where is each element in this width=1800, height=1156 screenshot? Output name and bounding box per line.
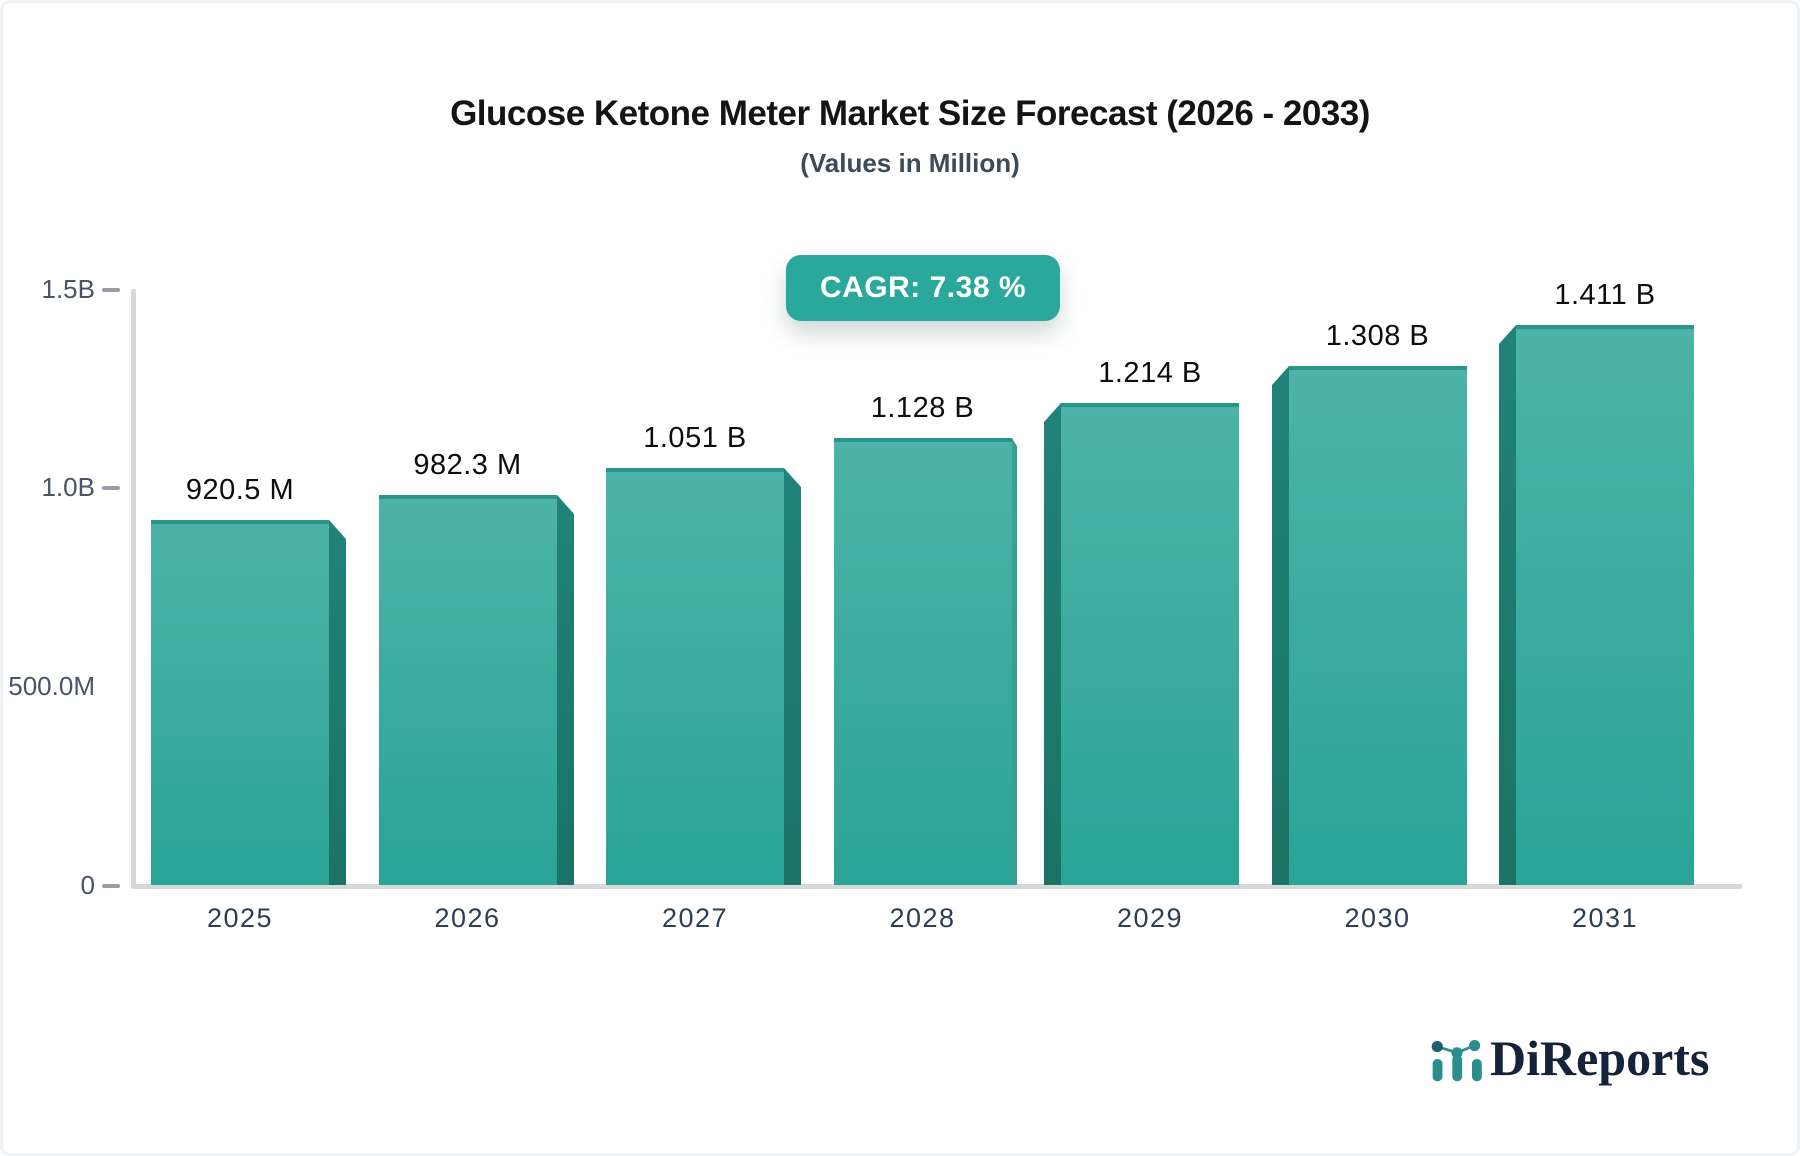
bar-value-label: 920.5 M [185,474,295,506]
y-axis-label: 0 [80,870,95,900]
y-axis-label: 1.5B [41,274,96,304]
bar-value-label: 1.411 B [1554,279,1656,311]
x-axis-line [131,884,1742,889]
bar-side-face [1272,366,1289,885]
bar-value-label: 982.3 M [413,449,522,481]
x-axis-label: 2025 [206,903,274,933]
brand-logo-text: DiReports [1490,1030,1710,1086]
brand-logo: DiReports [1429,1032,1709,1091]
cagr-badge: CAGR: 7.38 % [785,255,1061,321]
bar-2028 [834,438,1012,885]
bar-side-face [1499,325,1516,885]
bar-2025 [151,520,329,885]
bar-side-face [1012,438,1017,885]
bar-value-label: 1.128 B [870,392,975,424]
x-axis-label: 2027 [661,903,729,933]
bar-2027 [606,468,784,885]
chart-subtitle: (Values in Million) [800,148,1020,178]
bar-2026 [379,495,557,885]
bar-side-face [1044,403,1061,885]
bar-value-label: 1.051 B [643,422,747,454]
bar-value-label: 1.308 B [1325,320,1430,352]
y-axis-label: 500.0M [8,671,95,701]
y-axis-tick [102,288,120,292]
bar-2030 [1289,366,1467,885]
bar-side-face [329,520,346,885]
x-axis-label: 2031 [1571,903,1639,933]
bar-2031 [1516,325,1694,885]
mini-bar-chart-icon [1429,1032,1487,1091]
x-axis-label: 2029 [1116,903,1184,933]
x-axis-label: 2030 [1344,903,1411,933]
y-axis-tick [102,884,120,888]
y-axis-tick [102,486,120,490]
bar-side-face [784,468,801,885]
x-axis-label: 2028 [889,903,956,933]
chart-title: Glucose Ketone Meter Market Size Forecas… [450,94,1370,133]
x-axis-label: 2026 [434,903,501,933]
bar-side-face [557,495,574,885]
bar-value-label: 1.214 B [1098,357,1202,389]
y-axis-line [131,289,136,889]
y-axis-label: 1.0B [41,472,96,502]
bar-2029 [1061,403,1239,885]
